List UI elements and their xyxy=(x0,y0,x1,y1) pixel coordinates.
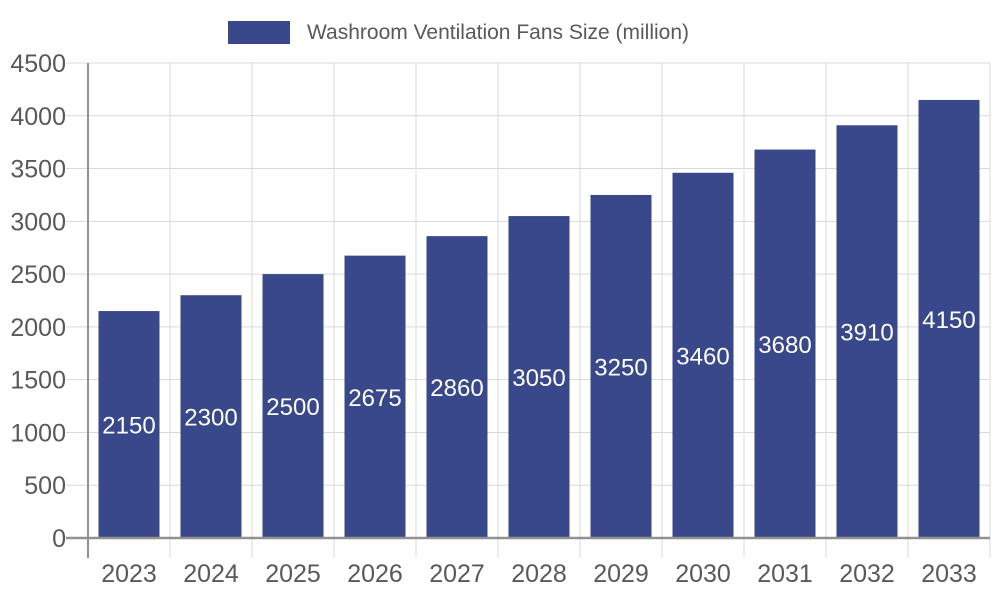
bar-2033[interactable] xyxy=(918,99,980,538)
bar-value-label: 2300 xyxy=(184,405,237,432)
x-axis-tick-label: 2023 xyxy=(101,560,157,588)
bar-value-label: 2150 xyxy=(102,413,155,440)
bar-2026[interactable] xyxy=(344,255,406,538)
y-axis-tick-label: 2000 xyxy=(10,314,66,342)
bar-2029[interactable] xyxy=(590,194,652,538)
x-axis-tick-label: 2031 xyxy=(757,560,813,588)
x-axis-tick-label: 2025 xyxy=(265,560,321,588)
y-axis-tick-label: 3000 xyxy=(10,208,66,236)
legend-series-label: Washroom Ventilation Fans Size (million) xyxy=(307,21,690,44)
y-axis-tick-label: 4000 xyxy=(10,103,66,131)
bar-2028[interactable] xyxy=(508,216,570,539)
y-axis-tick-label: 0 xyxy=(52,525,66,553)
x-axis-tick-label: 2026 xyxy=(347,560,403,588)
bar-2027[interactable] xyxy=(426,236,488,538)
y-axis-tick-label: 500 xyxy=(24,472,66,500)
legend-swatch xyxy=(228,21,290,44)
x-axis-tick-label: 2028 xyxy=(511,560,567,588)
bar-value-label: 3680 xyxy=(758,332,811,359)
y-axis-tick-label: 3500 xyxy=(10,156,66,184)
bar-2031[interactable] xyxy=(754,149,816,539)
bar-2023[interactable] xyxy=(98,311,160,538)
bar-2025[interactable] xyxy=(262,274,324,538)
bar-value-label: 2860 xyxy=(430,375,483,402)
bar-value-label: 2500 xyxy=(266,394,319,421)
x-axis-tick-label: 2024 xyxy=(183,560,239,588)
bar-value-label: 3050 xyxy=(512,365,565,392)
y-axis-tick-label: 2500 xyxy=(10,261,66,289)
bar-2030[interactable] xyxy=(672,172,734,538)
y-axis-tick-label: 1000 xyxy=(10,419,66,447)
bar-value-label: 3250 xyxy=(594,354,647,381)
bar-value-label: 2675 xyxy=(348,385,401,412)
bar-value-label: 4150 xyxy=(922,307,975,334)
x-axis-tick-label: 2027 xyxy=(429,560,485,588)
x-axis-tick-label: 2029 xyxy=(593,560,649,588)
bar-2024[interactable] xyxy=(180,295,242,538)
bar-2032[interactable] xyxy=(836,125,898,539)
x-axis-tick-label: 2033 xyxy=(921,560,977,588)
y-axis-tick-label: 4500 xyxy=(10,50,66,78)
y-axis-tick-label: 1500 xyxy=(10,367,66,395)
x-axis-tick-label: 2032 xyxy=(839,560,895,588)
bar-value-label: 3460 xyxy=(676,343,729,370)
x-axis-tick-label: 2030 xyxy=(675,560,731,588)
legend[interactable]: Washroom Ventilation Fans Size (million) xyxy=(0,0,1000,55)
bar-value-label: 3910 xyxy=(840,320,893,347)
